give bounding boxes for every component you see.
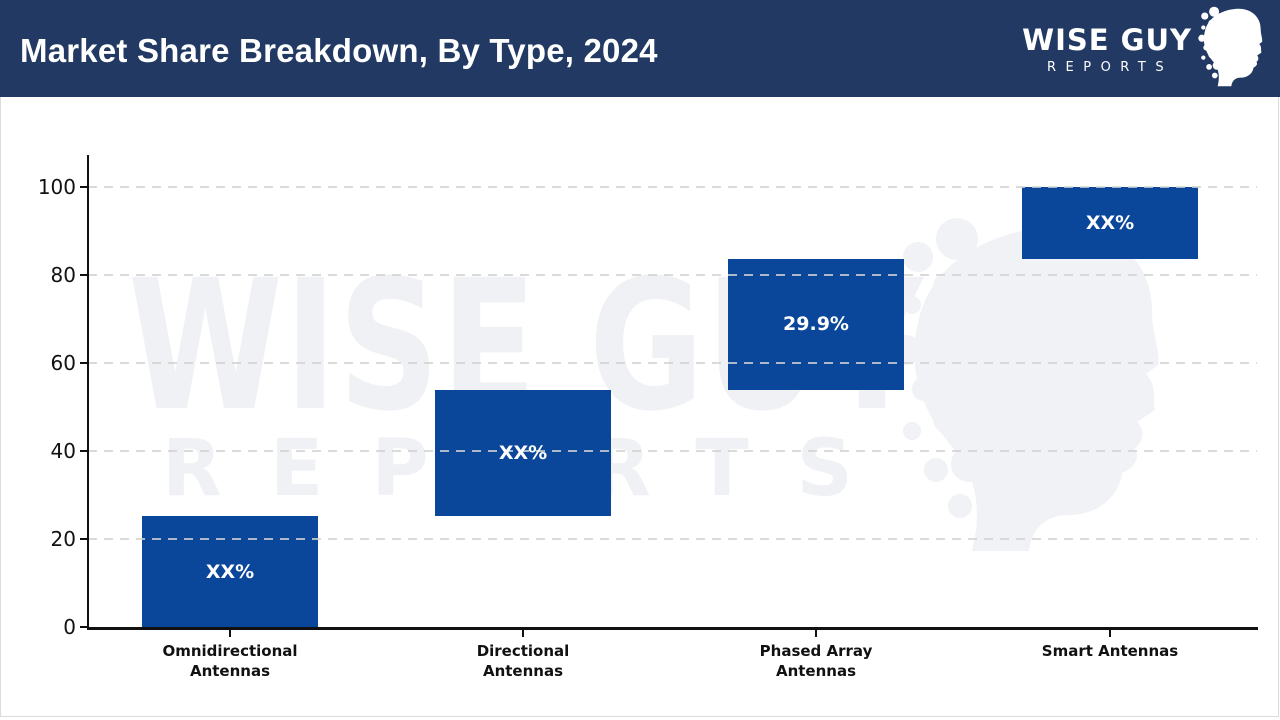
gridline-60	[88, 362, 1257, 364]
y-axis-line	[87, 155, 89, 629]
bar-value-label: 29.9%	[783, 313, 849, 336]
header: Market Share Breakdown, By Type, 2024 WI…	[0, 0, 1280, 97]
y-axis-tick-label: 0	[63, 615, 76, 639]
gridline-20	[88, 538, 1257, 540]
x-axis-tick	[229, 630, 231, 637]
gridline-100	[88, 186, 1257, 188]
category-label: Phased Array Antennas	[759, 642, 873, 680]
page-title: Market Share Breakdown, By Type, 2024	[20, 31, 658, 69]
bar-1: XX%	[142, 516, 318, 627]
bar-value-label: XX%	[205, 560, 255, 583]
y-axis-tick	[80, 538, 88, 540]
bar-value-label: XX%	[498, 442, 548, 465]
gridline-40	[88, 450, 1257, 452]
y-axis-tick-label: 80	[50, 263, 76, 287]
y-axis-tick-label: 40	[50, 439, 76, 463]
y-axis-tick-label: 60	[50, 351, 76, 375]
x-axis-tick	[522, 630, 524, 637]
category-label: Omnidirectional Antennas	[162, 642, 298, 680]
y-axis-tick-label: 20	[50, 527, 76, 551]
bar-4: XX%	[1022, 187, 1198, 259]
chart-area: WISE GUY REPORTS XX%Omnidirectional Ante…	[0, 97, 1280, 720]
logo-text: WISE GUY REPORTS	[1022, 23, 1192, 75]
y-axis-tick-label: 100	[37, 175, 76, 199]
logo-wordmark: WISE GUY	[1022, 23, 1192, 57]
x-axis-tick	[1109, 630, 1111, 637]
bar-3: 29.9%	[728, 258, 904, 391]
gridline-80	[88, 274, 1257, 276]
y-axis-tick	[80, 450, 88, 452]
logo-subtitle: REPORTS	[1046, 60, 1174, 75]
category-label: Directional Antennas	[476, 642, 570, 680]
x-axis-tick	[815, 630, 817, 637]
x-axis-line	[87, 627, 1258, 630]
bar-value-label: XX%	[1085, 211, 1135, 234]
wiseguy-logo: WISE GUY REPORTS	[1022, 5, 1270, 93]
y-axis-tick	[80, 274, 88, 276]
category-label: Smart Antennas	[1041, 642, 1179, 660]
wiseguy-face-icon	[1194, 6, 1270, 92]
y-axis-tick	[80, 362, 88, 364]
watermark-face-graphic	[882, 215, 1182, 575]
bar-2: XX%	[435, 390, 611, 517]
y-axis-tick	[80, 186, 88, 188]
y-axis-tick	[80, 626, 88, 628]
